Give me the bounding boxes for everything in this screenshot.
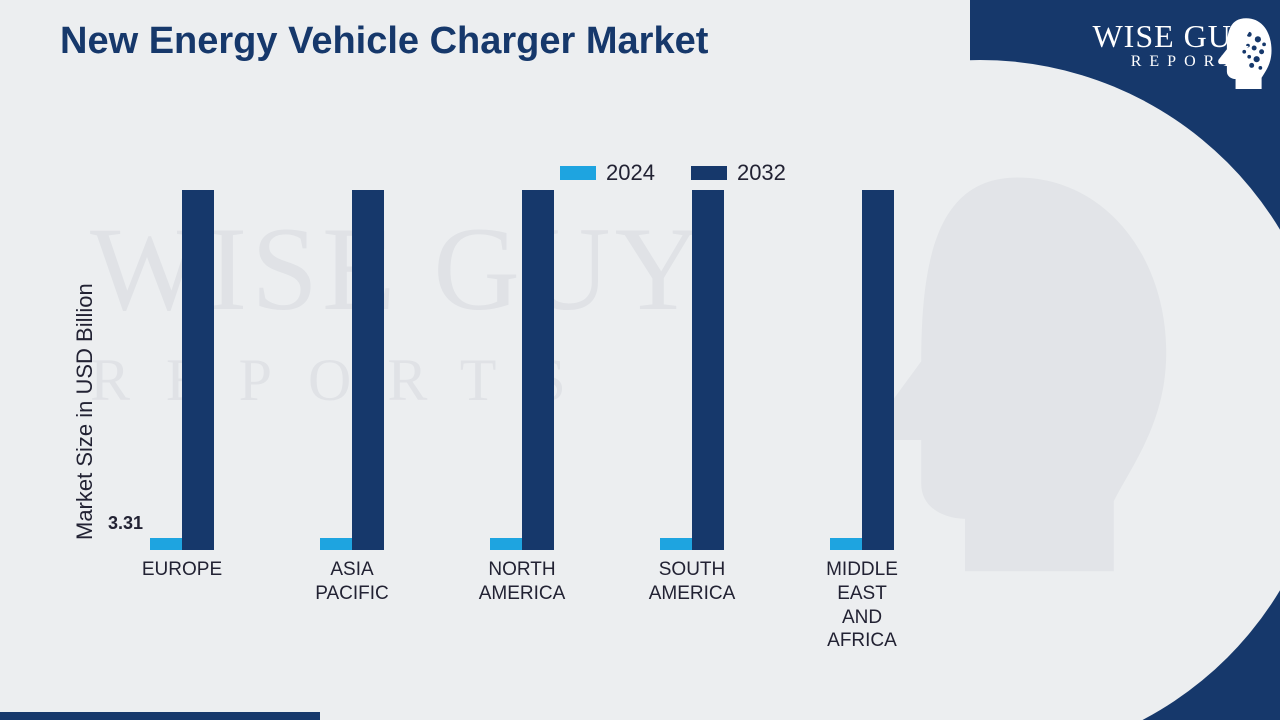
bar-2024 (320, 538, 352, 550)
chart-title: New Energy Vehicle Charger Market (60, 20, 708, 63)
bar-2024 (150, 538, 182, 550)
bar-2032 (862, 190, 894, 550)
chart-plot-area: EUROPEASIAPACIFICNORTHAMERICASOUTHAMERIC… (120, 190, 940, 550)
bar-2024 (490, 538, 522, 550)
category-label: MIDDLEEASTANDAFRICA (782, 558, 942, 653)
legend-swatch-2032 (691, 166, 727, 180)
bar-value-annotation: 3.31 (108, 513, 143, 534)
bar-group (150, 190, 214, 550)
brand-line2: REPORTS (1092, 53, 1256, 71)
category-label: ASIAPACIFIC (272, 558, 432, 606)
legend-item-2024: 2024 (560, 160, 655, 186)
category-label: NORTHAMERICA (442, 558, 602, 606)
y-axis-label: Market Size in USD Billion (72, 283, 98, 540)
bar-group (320, 190, 384, 550)
bar-2032 (692, 190, 724, 550)
legend-item-2032: 2032 (691, 160, 786, 186)
bottom-accent-strip (0, 712, 320, 720)
bar-group (830, 190, 894, 550)
bar-group (490, 190, 554, 550)
bar-2032 (182, 190, 214, 550)
category-label: SOUTHAMERICA (612, 558, 772, 606)
chart-legend: 2024 2032 (560, 160, 786, 186)
canvas: WISE GUY REPORTS New Energy Vehicle Char… (0, 0, 1280, 720)
bar-2024 (660, 538, 692, 550)
category-label: EUROPE (102, 558, 262, 582)
bar-2032 (522, 190, 554, 550)
bar-group (660, 190, 724, 550)
bar-2024 (830, 538, 862, 550)
bar-2032 (352, 190, 384, 550)
brand-line1: WISE GUY (1092, 18, 1256, 55)
legend-label-2024: 2024 (606, 160, 655, 186)
legend-label-2032: 2032 (737, 160, 786, 186)
legend-swatch-2024 (560, 166, 596, 180)
brand-logo-text: WISE GUY REPORTS (1092, 18, 1256, 71)
